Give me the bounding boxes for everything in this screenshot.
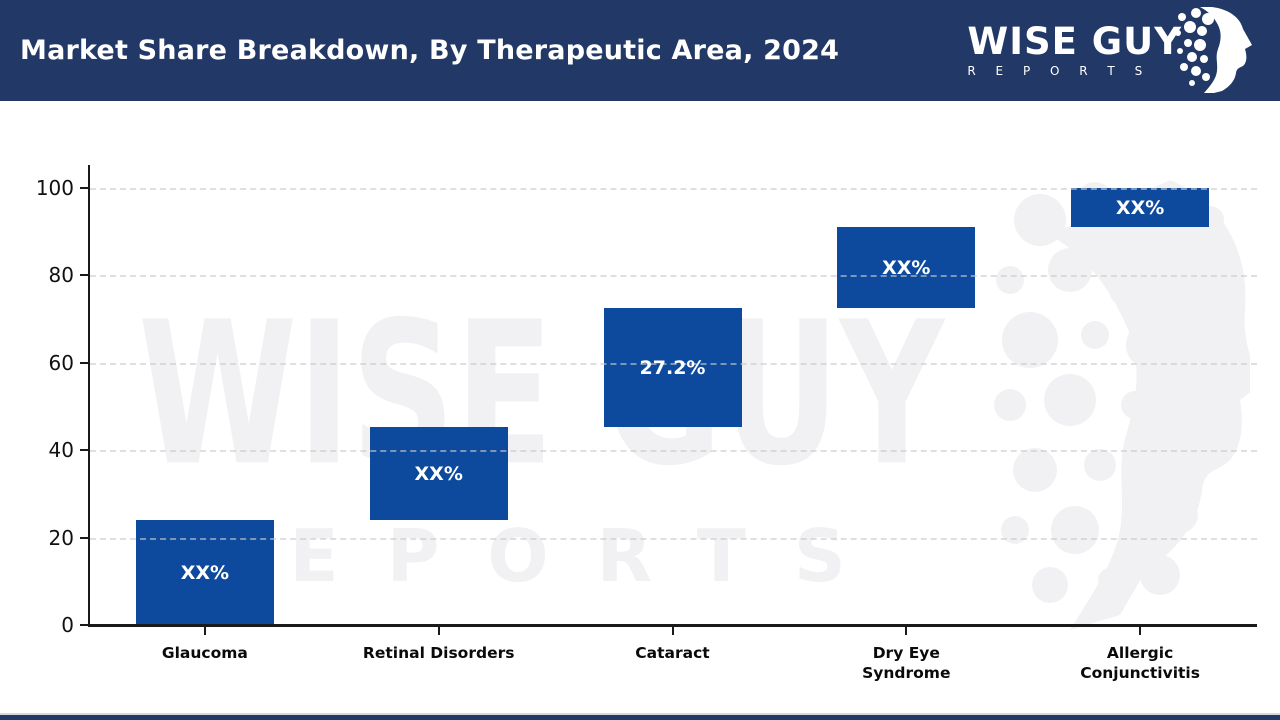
x-category-label: Dry Eye Syndrome xyxy=(862,644,951,683)
bar-glaucoma xyxy=(135,520,274,625)
x-category-label: Retinal Disorders xyxy=(362,644,515,662)
bar-value-label: XX% xyxy=(1115,196,1165,219)
y-tick-label: 0 xyxy=(61,613,74,637)
bar-value-label: XX% xyxy=(180,561,230,584)
y-tick-label: 80 xyxy=(48,263,74,288)
header-bar: Market Share Breakdown, By Therapeutic A… xyxy=(0,0,1280,101)
y-tick-mark xyxy=(80,361,88,364)
gridline xyxy=(90,537,1257,540)
bar-value-label: XX% xyxy=(882,256,931,279)
y-axis-line xyxy=(88,165,90,627)
chart-plot-area: 0 20 40 60 80 100 XX% Glaucoma XX% Retinal Disord… xyxy=(36,165,1257,682)
y-tick-label: 100 xyxy=(35,176,74,200)
x-tick-mark xyxy=(905,627,908,635)
bar-cataract xyxy=(603,308,742,428)
gridline xyxy=(90,450,1257,453)
y-tick-mark xyxy=(80,274,88,277)
x-tick-mark xyxy=(671,627,674,635)
gridline xyxy=(90,188,1257,190)
brand-name: WISE GUY xyxy=(967,20,1182,63)
x-category-label: Glaucoma xyxy=(161,644,248,662)
bar-dry-eye-syndrome xyxy=(837,227,976,309)
y-tick-mark xyxy=(80,624,88,626)
y-tick-mark xyxy=(80,187,88,189)
y-tick-mark xyxy=(80,449,88,452)
bar-retinal-disorders xyxy=(369,427,508,521)
gridline xyxy=(90,362,1257,365)
page-title: Market Share Breakdown, By Therapeutic A… xyxy=(20,35,840,66)
brand-subtitle: R E P O R T S xyxy=(967,64,1151,78)
x-category-label: Cataract xyxy=(635,644,710,662)
face-profile-icon xyxy=(1175,6,1252,93)
watermark-brand-text: WISE GUY xyxy=(138,279,945,510)
y-tick-label: 40 xyxy=(48,438,74,463)
bar-value-label: XX% xyxy=(414,462,463,485)
brand-logo-text: WISE GUY R E P O R T S xyxy=(967,23,1182,78)
x-tick-mark xyxy=(203,627,206,635)
y-tick-mark xyxy=(80,536,88,539)
bar-allergic-conjunctivitis xyxy=(1071,188,1210,228)
footer-bar xyxy=(0,715,1280,720)
y-tick-label: 60 xyxy=(48,350,74,375)
bar-value-label: 27.2% xyxy=(639,356,706,379)
y-tick-label: 20 xyxy=(48,525,74,550)
brand-logo: WISE GUY R E P O R T S xyxy=(967,6,1254,93)
watermark-reports-text: REPORTS xyxy=(186,514,894,598)
x-category-label: Allergic Conjunctivitis xyxy=(1080,644,1200,683)
gridline xyxy=(90,275,1257,278)
x-tick-mark xyxy=(1139,627,1142,635)
x-tick-mark xyxy=(437,627,440,635)
footer-divider xyxy=(0,713,1280,715)
x-axis-line xyxy=(88,624,1257,627)
